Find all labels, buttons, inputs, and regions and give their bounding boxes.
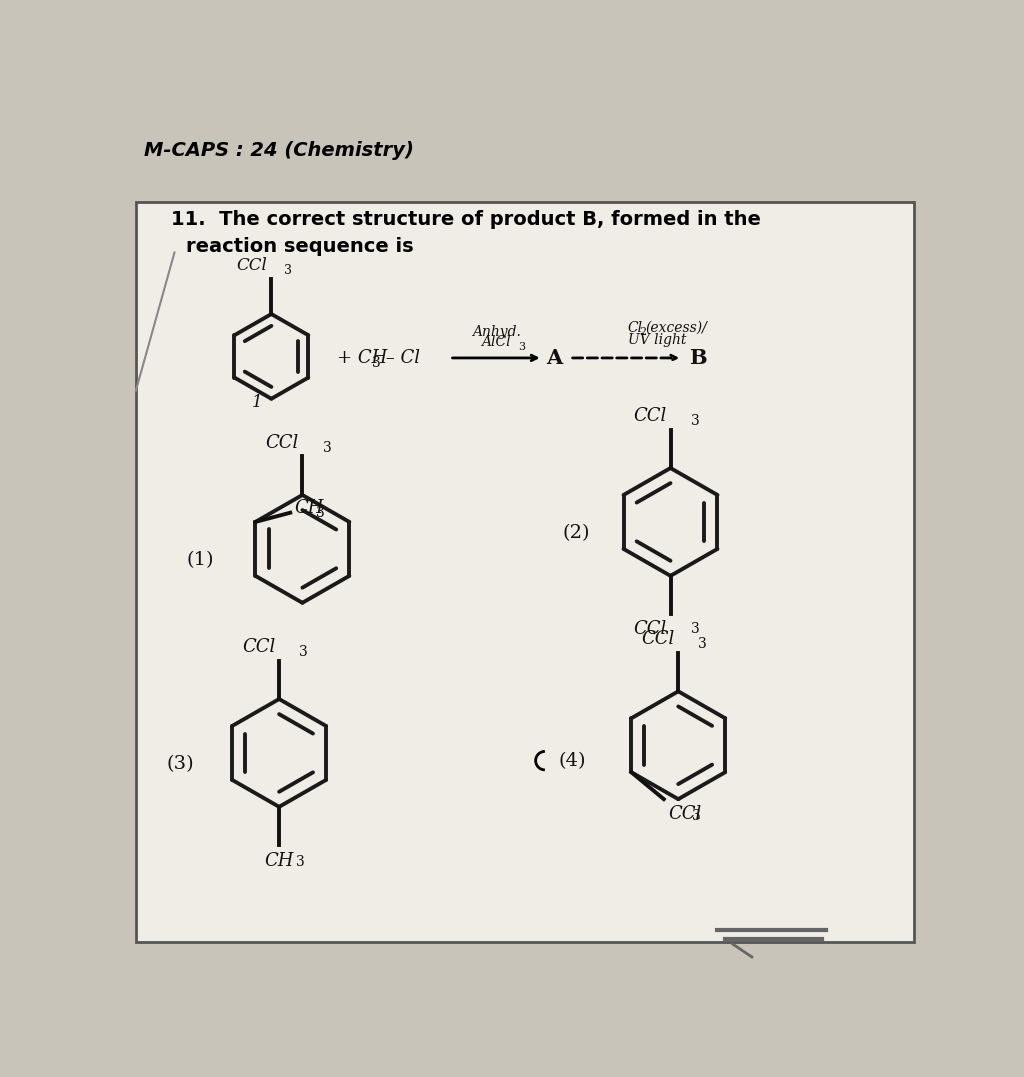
Text: 1: 1 [252, 394, 262, 411]
Text: CCl: CCl [634, 620, 667, 639]
Text: 3: 3 [299, 645, 308, 659]
Text: 3: 3 [323, 440, 332, 454]
Text: (4): (4) [558, 752, 586, 770]
Text: CH: CH [294, 499, 324, 517]
Text: M-CAPS : 24 (Chemistry): M-CAPS : 24 (Chemistry) [143, 141, 414, 159]
Text: + CH: + CH [337, 349, 388, 367]
Text: 3: 3 [698, 638, 708, 652]
Text: (1): (1) [186, 551, 214, 570]
Text: 3: 3 [518, 341, 525, 352]
Text: 3: 3 [296, 854, 305, 868]
Text: – Cl: – Cl [380, 349, 420, 367]
Text: UV light: UV light [628, 333, 686, 347]
Text: CCl: CCl [265, 434, 299, 452]
Text: 3: 3 [372, 355, 381, 369]
Text: 3: 3 [284, 264, 292, 277]
Text: 3: 3 [315, 506, 325, 520]
Text: Cl: Cl [628, 321, 643, 335]
Text: 2: 2 [640, 327, 646, 337]
Text: 3: 3 [690, 414, 699, 428]
Text: CCl: CCl [242, 638, 275, 656]
Text: (excess)/: (excess)/ [646, 321, 708, 335]
FancyBboxPatch shape [136, 202, 913, 941]
Text: CCl: CCl [237, 257, 267, 274]
Text: Anhyd.: Anhyd. [472, 324, 520, 338]
Text: reaction sequence is: reaction sequence is [186, 237, 414, 256]
Text: AlCl: AlCl [481, 335, 511, 349]
Text: 11.  The correct structure of product B, formed in the: 11. The correct structure of product B, … [171, 210, 761, 229]
Text: CCl: CCl [634, 407, 667, 425]
Text: A: A [546, 348, 562, 368]
Text: (3): (3) [167, 755, 195, 773]
Text: CCl: CCl [669, 805, 701, 823]
Text: (2): (2) [562, 524, 590, 543]
Text: CCl: CCl [641, 630, 675, 648]
Text: B: B [689, 348, 707, 368]
Text: 3: 3 [692, 809, 700, 823]
Text: CH: CH [264, 852, 294, 869]
Text: 3: 3 [690, 623, 699, 637]
